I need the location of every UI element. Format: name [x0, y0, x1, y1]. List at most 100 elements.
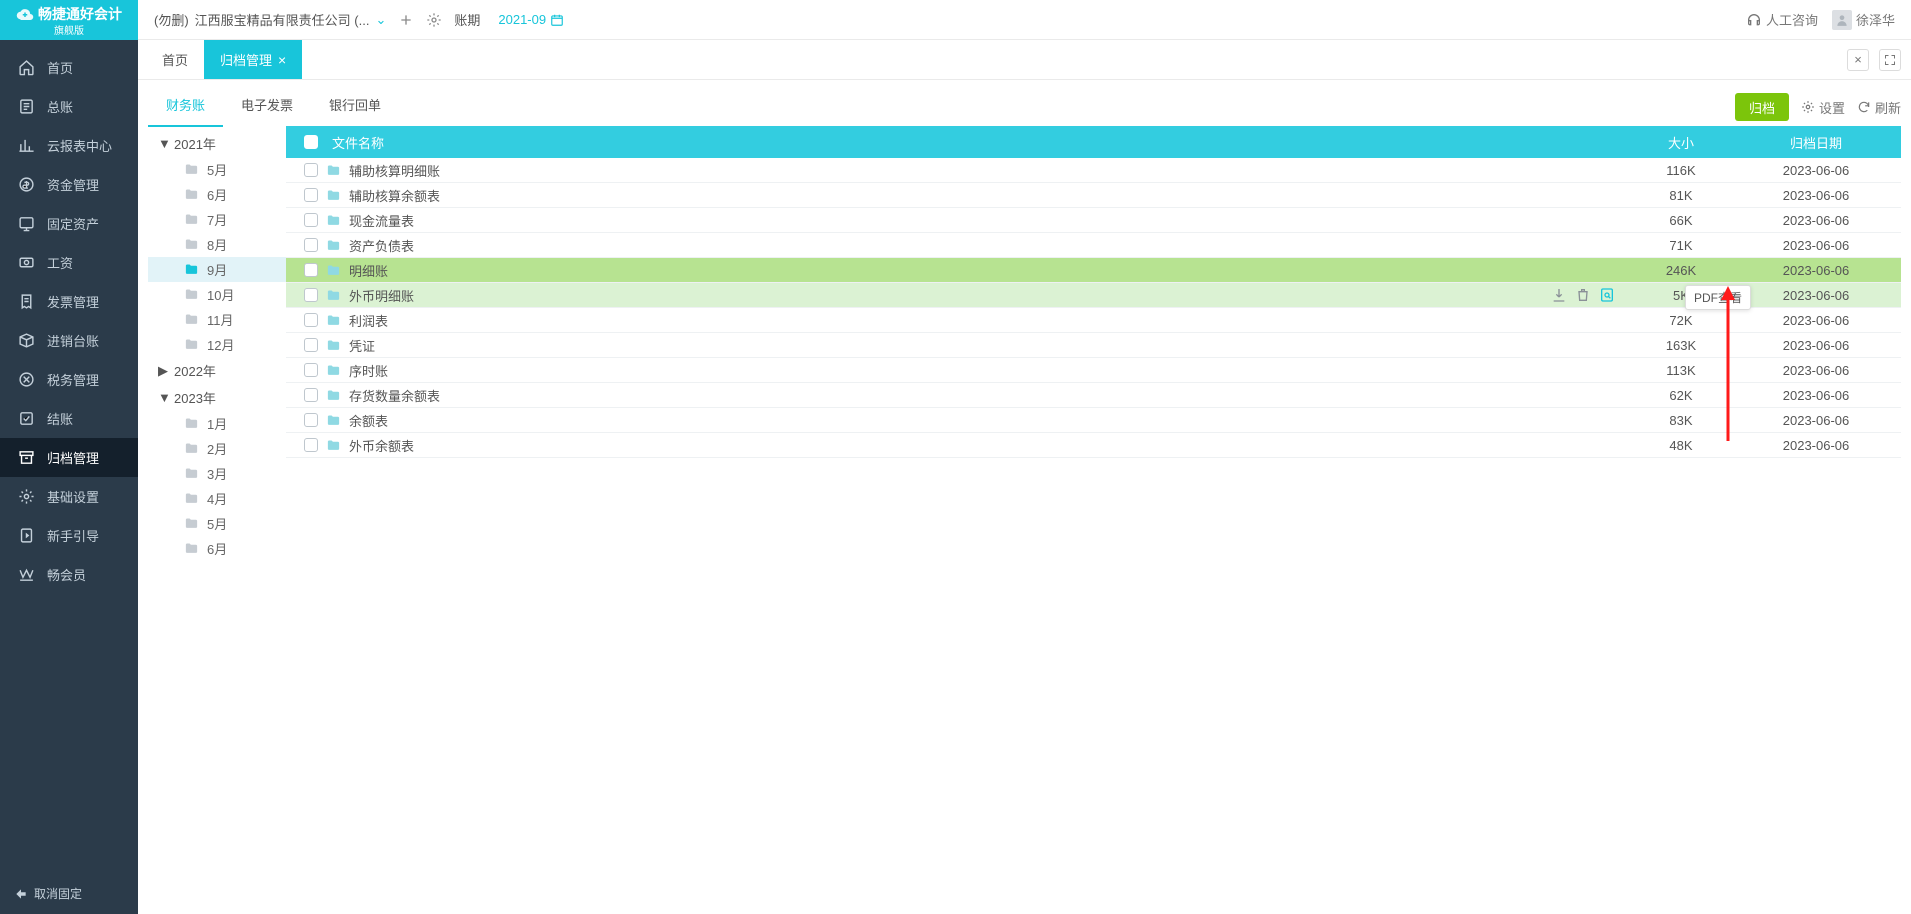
sidebar-item-vip[interactable]: 畅会员 [0, 555, 138, 594]
close-icon [18, 410, 35, 427]
tree-month[interactable]: 11月 [148, 307, 286, 332]
sidebar-item-fund[interactable]: 资金管理 [0, 165, 138, 204]
refresh-button[interactable]: 刷新 [1857, 98, 1901, 117]
tab-0[interactable]: 首页 [146, 40, 204, 79]
expand-icon [1884, 54, 1896, 66]
row-checkbox[interactable] [304, 288, 318, 302]
month-label: 1月 [207, 414, 227, 433]
unpin-button[interactable]: 取消固定 [0, 873, 138, 914]
tree-month[interactable]: 4月 [148, 486, 286, 511]
tree-month[interactable]: 3月 [148, 461, 286, 486]
row-checkbox[interactable] [304, 213, 318, 227]
sidebar-item-label: 基础设置 [47, 487, 99, 506]
table-row[interactable]: 辅助核算明细账116K2023-06-06 [286, 158, 1901, 183]
table-row[interactable]: 明细账246K2023-06-06 [286, 258, 1901, 283]
col-date: 归档日期 [1741, 133, 1891, 152]
row-checkbox[interactable] [304, 263, 318, 277]
add-button[interactable] [398, 12, 414, 28]
table-row[interactable]: 余额表83K2023-06-06 [286, 408, 1901, 433]
sidebar-item-guide[interactable]: 新手引导 [0, 516, 138, 555]
table-row[interactable]: 资产负债表71K2023-06-06 [286, 233, 1901, 258]
tree-month[interactable]: 6月 [148, 182, 286, 207]
sidebar-item-stock[interactable]: 进销台账 [0, 321, 138, 360]
sidebar-item-asset[interactable]: 固定资产 [0, 204, 138, 243]
table-row[interactable]: 凭证163K2023-06-06 [286, 333, 1901, 358]
tree-month[interactable]: 12月 [148, 332, 286, 357]
period-picker[interactable]: 2021-09 [492, 12, 563, 28]
fund-icon [18, 176, 35, 193]
row-checkbox[interactable] [304, 413, 318, 427]
tab-close-all-button[interactable]: × [1847, 49, 1869, 71]
subtab-0[interactable]: 财务账 [148, 87, 223, 127]
consult-button[interactable]: 人工咨询 [1746, 10, 1818, 29]
tree-month[interactable]: 8月 [148, 232, 286, 257]
folder-icon [184, 441, 199, 456]
company-selector[interactable]: (勿删) 江西服宝精品有限责任公司 (... ⌄ [154, 10, 386, 29]
sidebar-item-settings[interactable]: 基础设置 [0, 477, 138, 516]
tree-month[interactable]: 5月 [148, 511, 286, 536]
tab-close-icon[interactable]: × [278, 52, 286, 68]
table-row[interactable]: 利润表72K2023-06-06 [286, 308, 1901, 333]
settings-label: 设置 [1819, 98, 1845, 117]
settings-button[interactable]: 设置 [1801, 98, 1845, 117]
sub-toolbar: 财务账电子发票银行回单 归档 设置 刷新 [148, 88, 1901, 126]
file-date: 2023-06-06 [1741, 438, 1891, 453]
sidebar-item-ledger[interactable]: 总账 [0, 87, 138, 126]
row-checkbox[interactable] [304, 188, 318, 202]
tree-month[interactable]: 2月 [148, 436, 286, 461]
subtab-1[interactable]: 电子发票 [223, 87, 311, 127]
delete-button[interactable] [1575, 287, 1591, 303]
row-checkbox[interactable] [304, 238, 318, 252]
tree-month[interactable]: 10月 [148, 282, 286, 307]
select-all-checkbox[interactable] [304, 135, 318, 149]
table-row[interactable]: 存货数量余额表62K2023-06-06 [286, 383, 1901, 408]
tree-month[interactable]: 9月 [148, 257, 286, 282]
download-button[interactable] [1551, 287, 1567, 303]
pdf-view-button[interactable] [1599, 287, 1615, 303]
file-date: 2023-06-06 [1741, 363, 1891, 378]
archive-button[interactable]: 归档 [1735, 93, 1789, 121]
sidebar-item-label: 总账 [47, 97, 73, 116]
tree-year[interactable]: ▶2022年 [148, 357, 286, 384]
tree-month[interactable]: 1月 [148, 411, 286, 436]
sidebar-item-tax[interactable]: 税务管理 [0, 360, 138, 399]
home-icon [18, 59, 35, 76]
subtab-2[interactable]: 银行回单 [311, 87, 399, 127]
tab-1[interactable]: 归档管理× [204, 40, 302, 79]
user-menu[interactable]: 徐泽华 [1832, 10, 1895, 30]
tree-month[interactable]: 7月 [148, 207, 286, 232]
folder-icon [326, 338, 341, 353]
sidebar-item-archive[interactable]: 归档管理 [0, 438, 138, 477]
file-size: 72K [1621, 313, 1741, 328]
row-checkbox[interactable] [304, 438, 318, 452]
row-checkbox[interactable] [304, 313, 318, 327]
folder-icon [326, 288, 341, 303]
sidebar-item-home[interactable]: 首页 [0, 48, 138, 87]
sidebar-item-salary[interactable]: 工资 [0, 243, 138, 282]
sidebar-item-report[interactable]: 云报表中心 [0, 126, 138, 165]
company-settings-button[interactable] [426, 12, 442, 28]
file-name: 资产负债表 [349, 236, 414, 255]
row-checkbox[interactable] [304, 388, 318, 402]
row-checkbox[interactable] [304, 163, 318, 177]
sidebar-item-label: 新手引导 [47, 526, 99, 545]
tree-year[interactable]: ▼2023年 [148, 384, 286, 411]
table-row[interactable]: 序时账113K2023-06-06 [286, 358, 1901, 383]
file-size: 71K [1621, 238, 1741, 253]
tree-year[interactable]: ▼2021年 [148, 130, 286, 157]
stock-icon [18, 332, 35, 349]
sidebar-item-close[interactable]: 结账 [0, 399, 138, 438]
row-checkbox[interactable] [304, 363, 318, 377]
folder-icon [184, 312, 199, 327]
sidebar-item-invoice[interactable]: 发票管理 [0, 282, 138, 321]
table-row[interactable]: 外币明细账5K2023-06-06PDF查看 [286, 283, 1901, 308]
table-row[interactable]: 外币余额表48K2023-06-06 [286, 433, 1901, 458]
row-checkbox[interactable] [304, 338, 318, 352]
file-date: 2023-06-06 [1741, 313, 1891, 328]
fullscreen-button[interactable] [1879, 49, 1901, 71]
tree-month[interactable]: 5月 [148, 157, 286, 182]
tree-month[interactable]: 6月 [148, 536, 286, 561]
table-row[interactable]: 现金流量表66K2023-06-06 [286, 208, 1901, 233]
table-row[interactable]: 辅助核算余额表81K2023-06-06 [286, 183, 1901, 208]
logo: 畅捷通好会计 旗舰版 [0, 0, 138, 40]
